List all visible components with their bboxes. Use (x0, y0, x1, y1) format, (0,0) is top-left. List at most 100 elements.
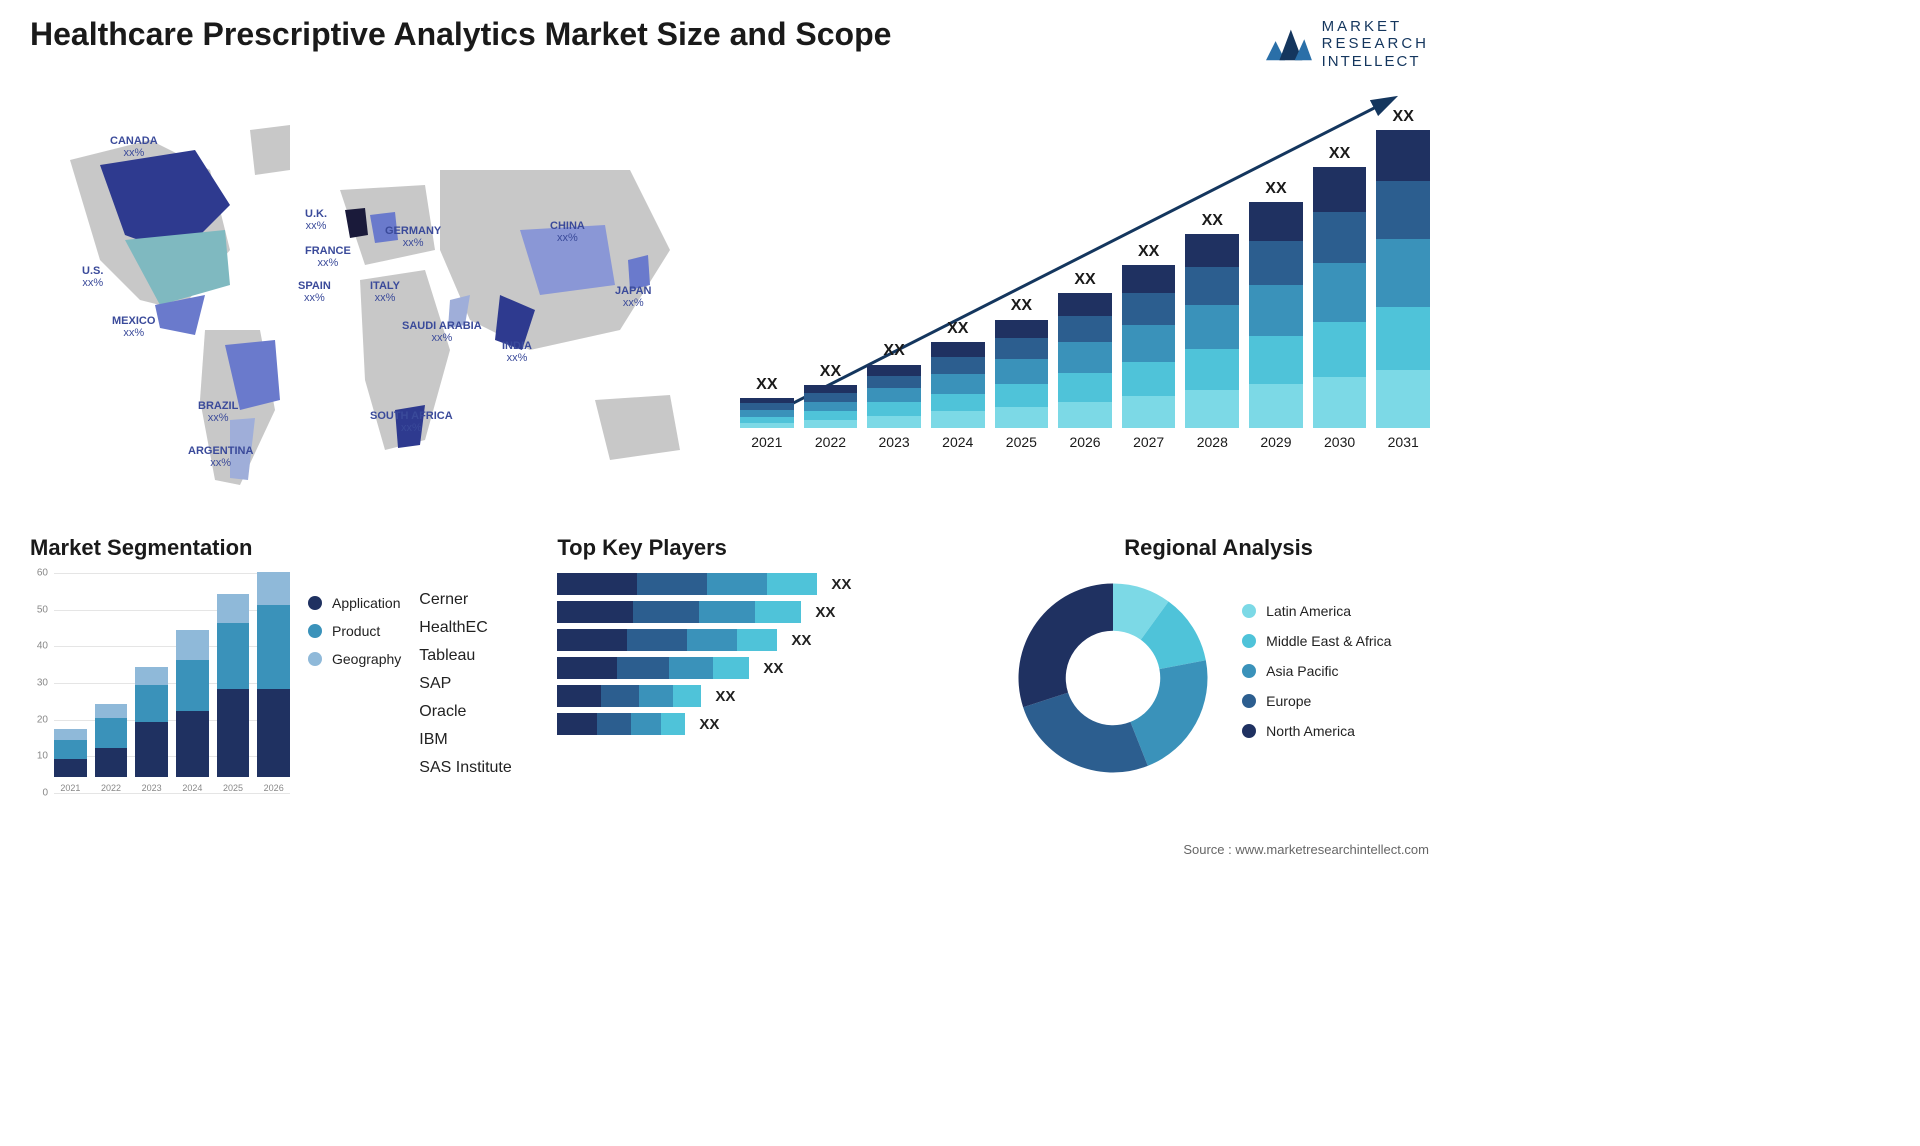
reg-legend-europe: Europe (1242, 693, 1391, 709)
growth-bar-2022: XX 2022 (804, 363, 858, 450)
key-players-title: Top Key Players (557, 535, 978, 561)
reg-legend-northamerica: North America (1242, 723, 1391, 739)
kp-row-4: XX (557, 685, 978, 707)
map-label-argentina: ARGENTINAxx% (188, 445, 253, 469)
growth-bar-2023: XX 2023 (867, 342, 921, 450)
bar-value-label: XX (1329, 145, 1350, 163)
bar-value-label: XX (1011, 297, 1032, 315)
bar-year-label: 2031 (1388, 434, 1419, 450)
donut-slice-northamerica (1019, 584, 1114, 708)
map-label-france: FRANCExx% (305, 245, 351, 269)
kp-value-label: XX (791, 632, 811, 649)
map-label-us: U.S.xx% (82, 265, 103, 289)
growth-bar-2030: XX 2030 (1313, 145, 1367, 450)
company-tableau: Tableau (419, 647, 512, 665)
segmentation-panel: Market Segmentation 0102030405060 202120… (30, 535, 527, 823)
seg-bar-2023: 2023 (135, 667, 168, 793)
seg-legend-geography: Geography (308, 651, 401, 667)
seg-legend-product: Product (308, 623, 401, 639)
bar-year-label: 2025 (1006, 434, 1037, 450)
logo-line3: INTELLECT (1322, 53, 1429, 70)
bar-value-label: XX (1265, 180, 1286, 198)
world-map-panel: CANADAxx% U.S.xx% MEXICOxx% BRAZILxx% ARGENT… (30, 100, 710, 500)
seg-bar-2026: 2026 (257, 572, 290, 793)
map-label-spain: SPAINxx% (298, 280, 331, 304)
growth-bar-2025: XX 2025 (995, 297, 1049, 450)
bar-value-label: XX (883, 342, 904, 360)
logo-line2: RESEARCH (1322, 35, 1429, 52)
bar-year-label: 2022 (815, 434, 846, 450)
kp-row-2: XX (557, 629, 978, 651)
map-label-saudiarabia: SAUDI ARABIAxx% (402, 320, 482, 344)
bar-year-label: 2030 (1324, 434, 1355, 450)
bar-value-label: XX (1393, 108, 1414, 126)
map-label-japan: JAPANxx% (615, 285, 651, 309)
regional-panel: Regional Analysis Latin America Middle Ea… (1008, 535, 1429, 823)
regional-donut-chart (1008, 573, 1218, 783)
map-label-brazil: BRAZILxx% (198, 400, 238, 424)
map-label-india: INDIAxx% (502, 340, 532, 364)
bar-year-label: 2028 (1197, 434, 1228, 450)
kp-value-label: XX (699, 716, 719, 733)
company-sasinstitute: SAS Institute (419, 759, 512, 777)
growth-bar-2029: XX 2029 (1249, 180, 1303, 450)
map-label-mexico: MEXICOxx% (112, 315, 155, 339)
company-oracle: Oracle (419, 703, 512, 721)
reg-legend-asiapacific: Asia Pacific (1242, 663, 1391, 679)
kp-row-1: XX (557, 601, 978, 623)
bar-value-label: XX (947, 320, 968, 338)
growth-bar-2031: XX 2031 (1376, 108, 1430, 450)
logo-mark-icon (1264, 22, 1312, 66)
bar-year-label: 2021 (751, 434, 782, 450)
map-label-southafrica: SOUTH AFRICAxx% (370, 410, 453, 434)
segmentation-chart: 0102030405060 202120222023202420252026 (30, 573, 290, 823)
kp-row-3: XX (557, 657, 978, 679)
regional-title: Regional Analysis (1008, 535, 1429, 561)
bar-value-label: XX (820, 363, 841, 381)
seg-bar-2022: 2022 (95, 704, 128, 793)
kp-value-label: XX (815, 604, 835, 621)
logo-line1: MARKET (1322, 18, 1429, 35)
map-label-germany: GERMANYxx% (385, 225, 441, 249)
growth-bar-2027: XX 2027 (1122, 243, 1176, 450)
company-ibm: IBM (419, 731, 512, 749)
bar-value-label: XX (1074, 271, 1095, 289)
map-label-china: CHINAxx% (550, 220, 585, 244)
kp-row-5: XX (557, 713, 978, 735)
map-label-uk: U.K.xx% (305, 208, 327, 232)
company-sap: SAP (419, 675, 512, 693)
company-healthec: HealthEC (419, 619, 512, 637)
bar-year-label: 2026 (1069, 434, 1100, 450)
reg-legend-middleeastafrica: Middle East & Africa (1242, 633, 1391, 649)
bar-year-label: 2029 (1260, 434, 1291, 450)
donut-slice-asiapacific (1131, 660, 1208, 766)
seg-bar-2024: 2024 (176, 630, 209, 793)
bar-year-label: 2024 (942, 434, 973, 450)
regional-legend: Latin America Middle East & Africa Asia Pa… (1242, 603, 1391, 753)
donut-slice-europe (1023, 693, 1148, 773)
seg-legend-application: Application (308, 595, 401, 611)
growth-bar-2024: XX 2024 (931, 320, 985, 450)
segmentation-legend: Application Product Geography (308, 595, 401, 667)
growth-chart: XX2021XX2022XX2023XX2024XX2025XX2026XX20… (740, 110, 1430, 500)
bar-year-label: 2023 (879, 434, 910, 450)
brand-logo: MARKET RESEARCH INTELLECT (1264, 18, 1429, 70)
growth-bar-2026: XX 2026 (1058, 271, 1112, 450)
company-cerner: Cerner (419, 591, 512, 609)
kp-value-label: XX (831, 576, 851, 593)
key-players-panel: Top Key Players XXXXXXXXXXXX (557, 535, 978, 823)
source-text: Source : www.marketresearchintellect.com (1183, 842, 1429, 857)
kp-value-label: XX (715, 688, 735, 705)
map-label-italy: ITALYxx% (370, 280, 400, 304)
bar-value-label: XX (756, 376, 777, 394)
growth-bar-2028: XX2028 (1185, 212, 1239, 450)
bar-year-label: 2027 (1133, 434, 1164, 450)
segmentation-title: Market Segmentation (30, 535, 527, 561)
map-label-canada: CANADAxx% (110, 135, 158, 159)
page-title: Healthcare Prescriptive Analytics Market… (30, 16, 891, 53)
reg-legend-latinamerica: Latin America (1242, 603, 1391, 619)
bar-value-label: XX (1138, 243, 1159, 261)
kp-row-0: XX (557, 573, 978, 595)
growth-bar-2021: XX 2021 (740, 376, 794, 450)
seg-bar-2021: 2021 (54, 729, 87, 793)
